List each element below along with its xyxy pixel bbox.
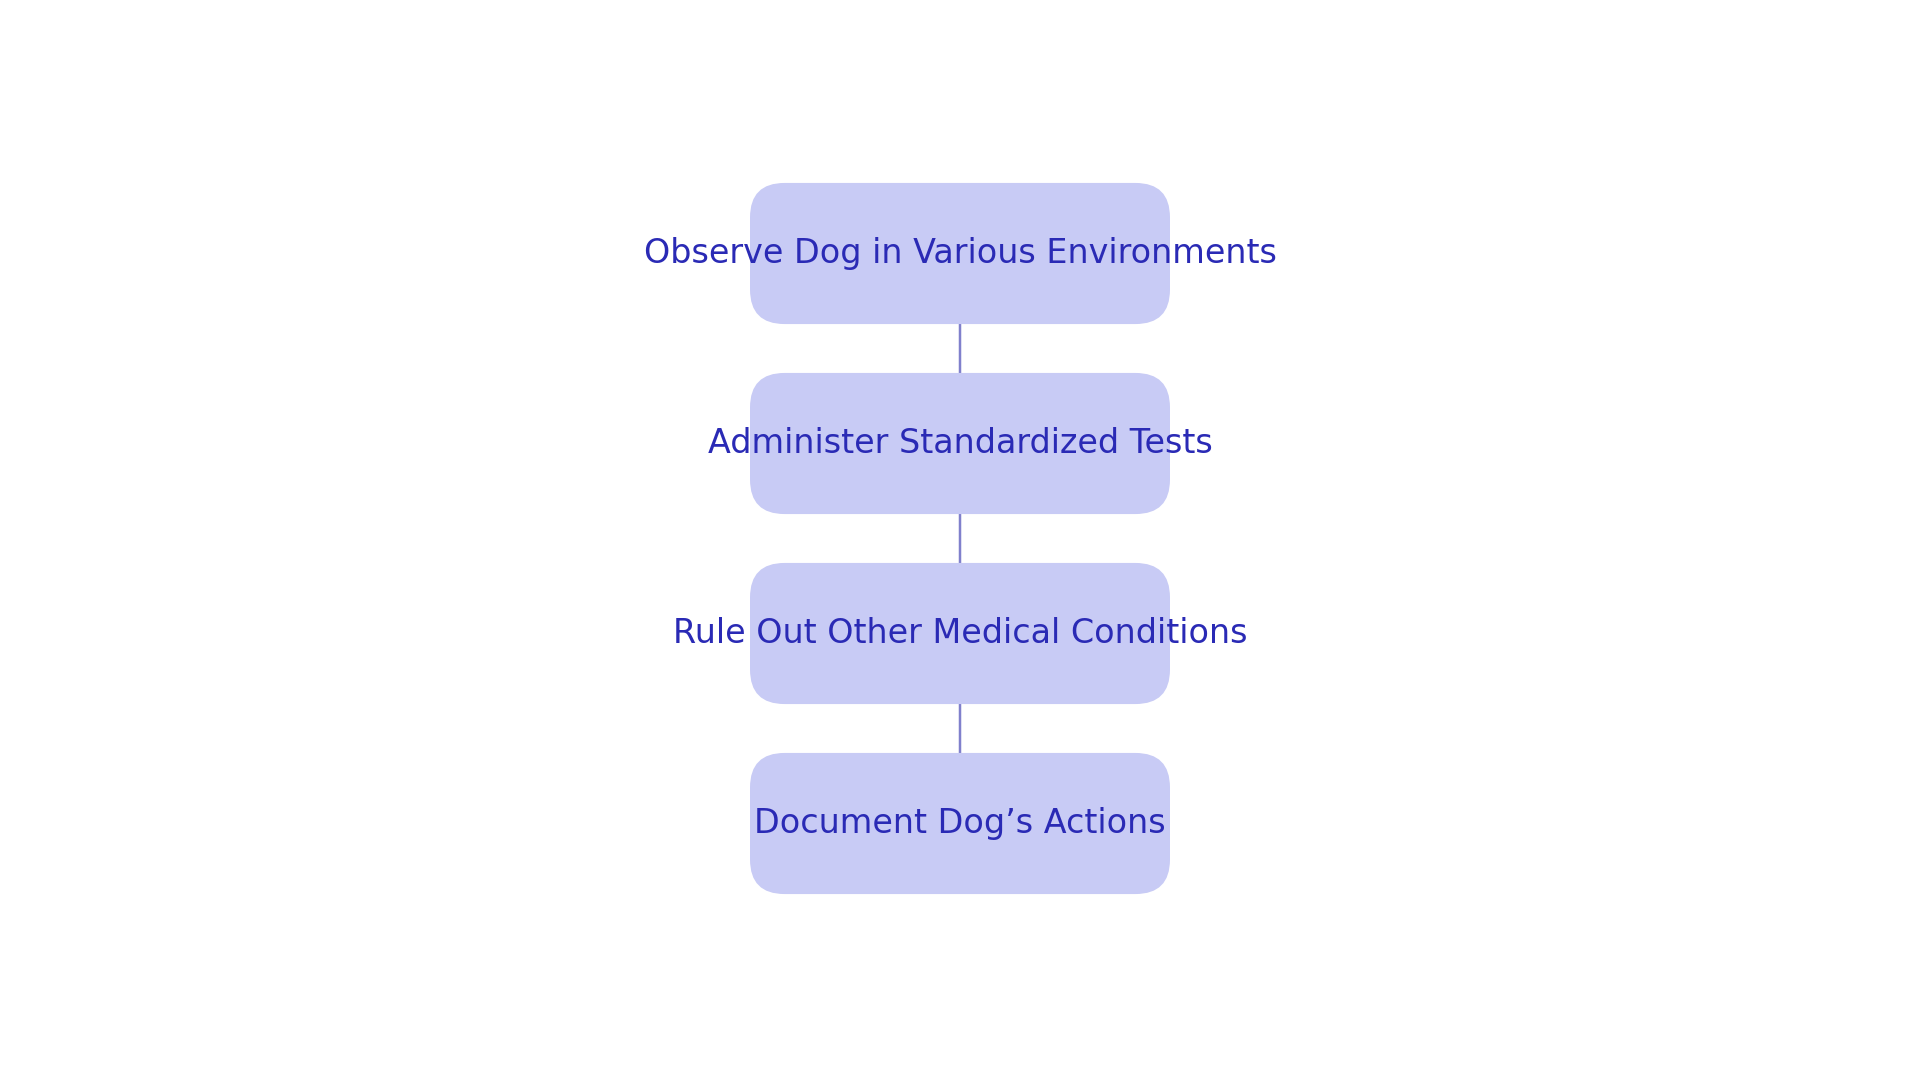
Text: Administer Standardized Tests: Administer Standardized Tests [708,427,1212,460]
FancyBboxPatch shape [751,563,1169,704]
FancyBboxPatch shape [751,373,1169,514]
Text: Rule Out Other Medical Conditions: Rule Out Other Medical Conditions [672,617,1248,650]
FancyBboxPatch shape [751,753,1169,895]
Text: Document Dog’s Actions: Document Dog’s Actions [755,807,1165,840]
FancyBboxPatch shape [751,183,1169,324]
Text: Observe Dog in Various Environments: Observe Dog in Various Environments [643,237,1277,270]
